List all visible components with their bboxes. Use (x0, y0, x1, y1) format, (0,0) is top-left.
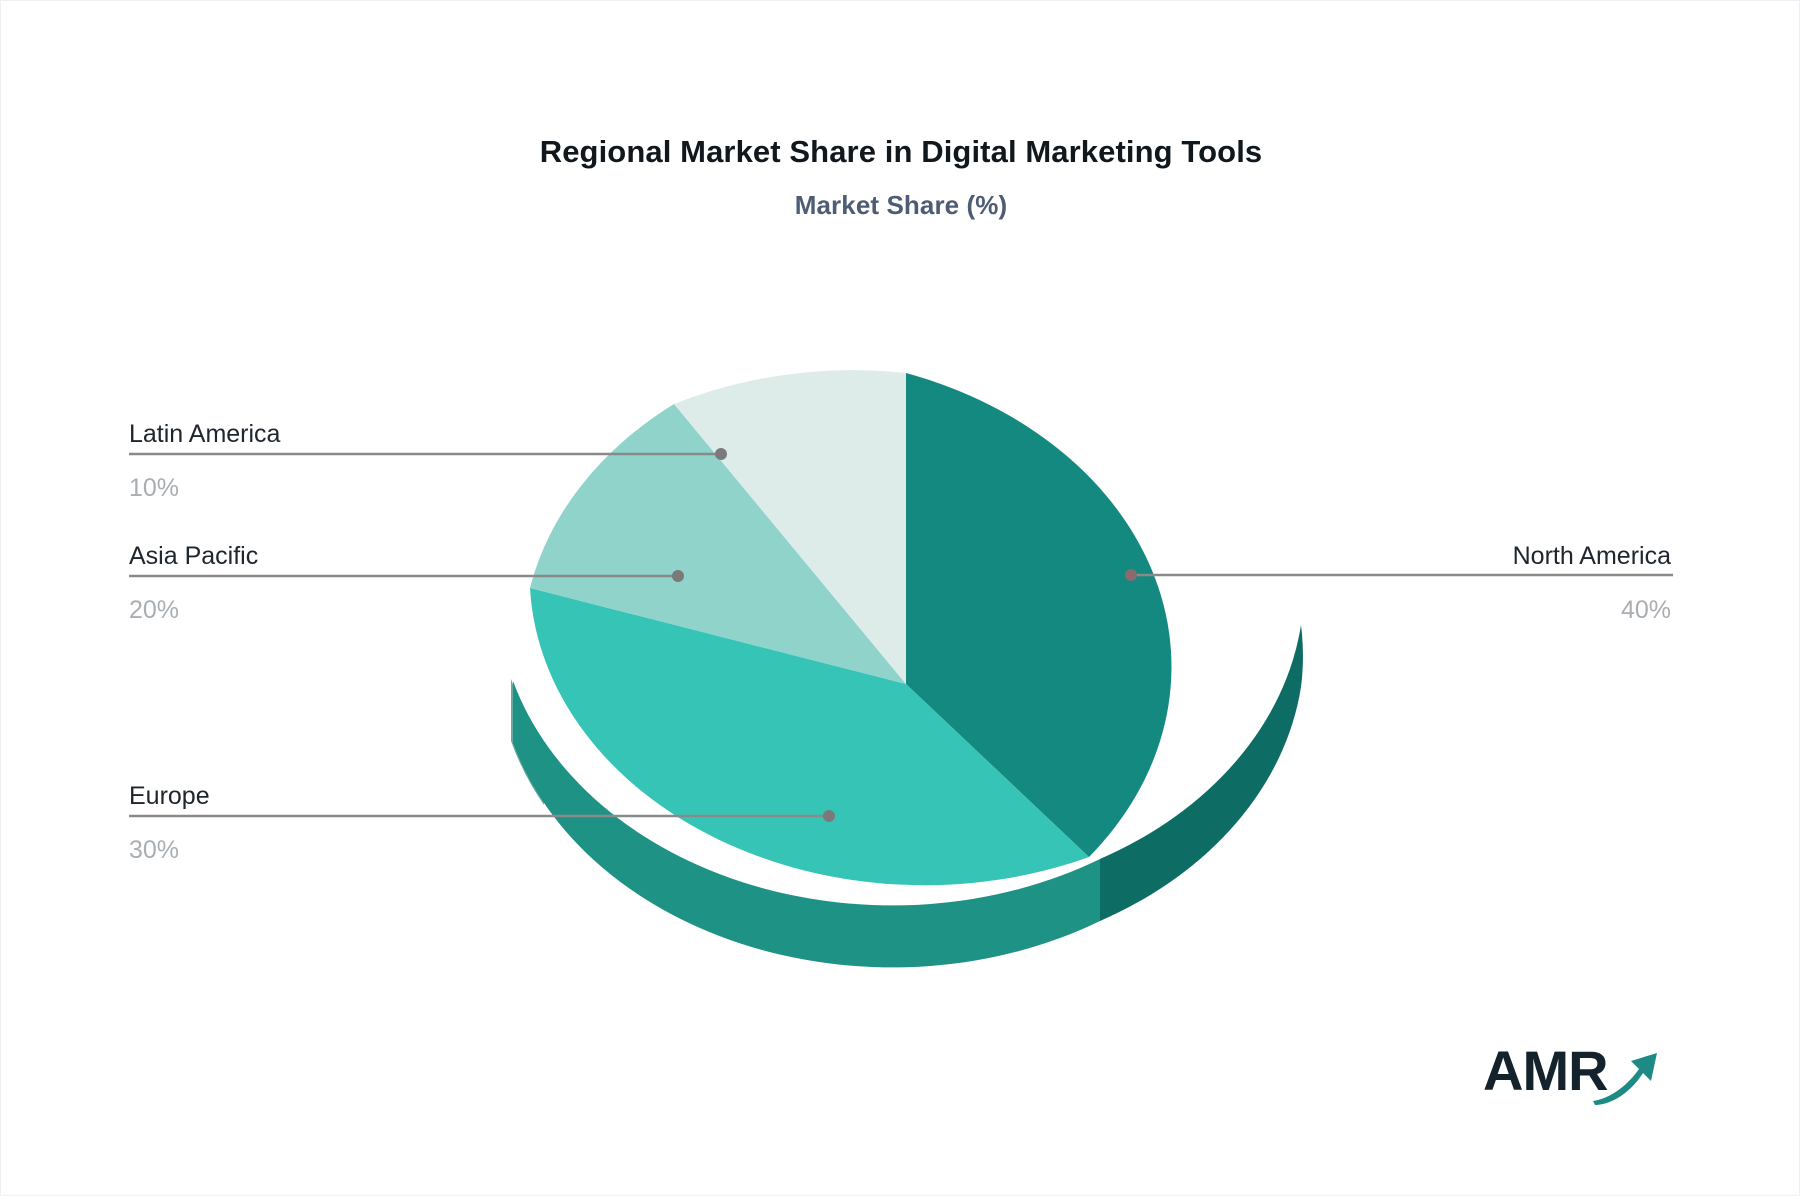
leader-line-europe (129, 810, 835, 822)
callout-europe: Europe 30% (129, 781, 210, 865)
leader-line-latin-america (129, 448, 727, 460)
callout-label: Asia Pacific (129, 542, 259, 570)
amr-logo-text: AMR (1483, 1039, 1609, 1102)
callout-north-america: North America 40% (1513, 541, 1671, 625)
callout-value: 20% (129, 596, 180, 624)
page-title: Regional Market Share in Digital Marketi… (539, 134, 1263, 169)
amr-logo: AMR (1483, 1041, 1658, 1111)
leader-line-north-america (1125, 569, 1673, 581)
callout-latin-america: Latin America 10% (129, 419, 280, 503)
callout-value: 40% (1620, 596, 1671, 624)
leader-line-asia-pacific (129, 570, 684, 582)
pie-slice-north-america[interactable] (906, 373, 1172, 857)
pie-side-north-america (1100, 625, 1303, 921)
callout-label: North America (1512, 542, 1671, 570)
callout-value: 10% (129, 474, 180, 502)
pie-slice-europe[interactable] (530, 588, 1089, 886)
pie-side-europe (513, 681, 1100, 968)
growth-arrow-icon (1593, 1053, 1657, 1105)
callout-label: Latin America (129, 420, 281, 448)
chart-subtitle: Market Share (%) (794, 190, 1008, 220)
callout-asia-pacific: Asia Pacific 20% (129, 541, 258, 625)
callout-label: Europe (129, 782, 210, 810)
callout-value: 30% (129, 836, 180, 864)
pie-slice-asia-pacific[interactable] (530, 404, 906, 684)
pie-slice-latin-america[interactable] (674, 370, 906, 684)
